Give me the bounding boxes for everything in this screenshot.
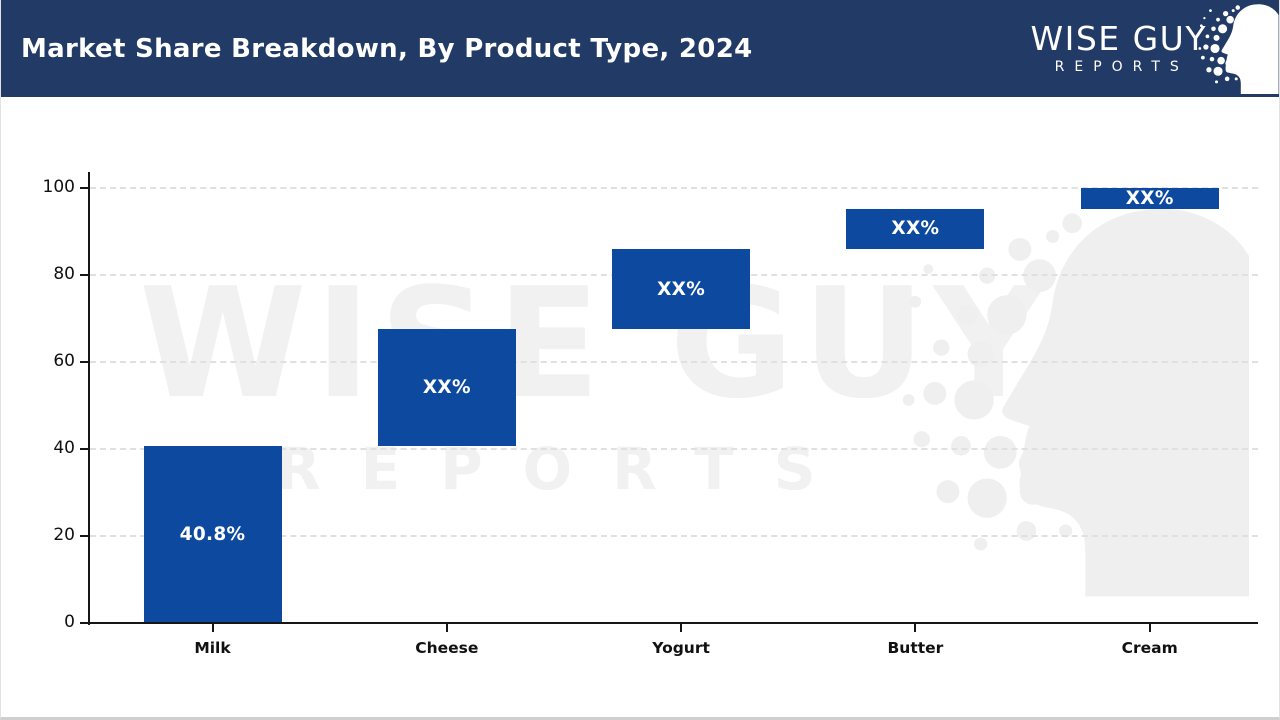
gridline <box>90 535 1258 537</box>
x-tick-mark <box>914 624 917 632</box>
x-category-label-butter: Butter <box>887 639 944 657</box>
bar-yogurt: XX% <box>612 248 751 330</box>
page-title: Market Share Breakdown, By Product Type,… <box>21 33 753 64</box>
y-tick-label: 40 <box>53 438 75 458</box>
y-tick-label: 80 <box>53 264 75 284</box>
y-tick-label: 0 <box>64 612 75 632</box>
bar-value-label: XX% <box>657 278 706 300</box>
logo-wordmark-line1: WISE GUY <box>1030 19 1207 59</box>
gridline <box>90 187 1258 189</box>
y-tick-mark <box>80 535 88 537</box>
y-tick-mark <box>80 448 88 450</box>
y-tick-label: 100 <box>42 177 75 197</box>
x-tick-mark <box>211 624 214 632</box>
bar-value-label: XX% <box>891 218 940 240</box>
x-category-label-yogurt: Yogurt <box>652 639 710 657</box>
y-tick-mark <box>80 361 88 363</box>
y-tick-mark <box>80 274 88 276</box>
x-category-label-milk: Milk <box>194 639 231 657</box>
y-tick-mark <box>80 622 88 624</box>
x-axis-spine <box>88 622 1258 624</box>
y-axis-spine <box>88 172 90 625</box>
x-tick-mark <box>445 624 448 632</box>
logo: WISE GUY REPORTS <box>1030 3 1280 94</box>
y-tick-label: 60 <box>53 351 75 371</box>
bar-cheese: XX% <box>377 329 516 446</box>
bar-value-label: XX% <box>1125 187 1174 209</box>
x-category-label-cream: Cream <box>1121 639 1178 657</box>
logo-wordmark: WISE GUY REPORTS <box>1030 22 1207 75</box>
watermark-wordmark-line1: WISE GUY <box>139 255 1052 432</box>
x-tick-mark <box>680 624 683 632</box>
bar-milk: 40.8% <box>143 445 282 623</box>
gridline <box>90 361 1258 363</box>
x-category-label-cheese: Cheese <box>415 639 479 657</box>
bar-butter: XX% <box>846 208 985 249</box>
bar-value-label: 40.8% <box>179 523 246 545</box>
y-tick-mark <box>80 187 88 189</box>
bar-value-label: XX% <box>422 376 471 398</box>
header: Market Share Breakdown, By Product Type,… <box>1 0 1280 97</box>
gridline <box>90 448 1258 450</box>
x-tick-mark <box>1148 624 1151 632</box>
y-tick-label: 20 <box>53 525 75 545</box>
logo-wordmark-line2: REPORTS <box>1054 58 1189 75</box>
bar-cream: XX% <box>1080 187 1219 209</box>
